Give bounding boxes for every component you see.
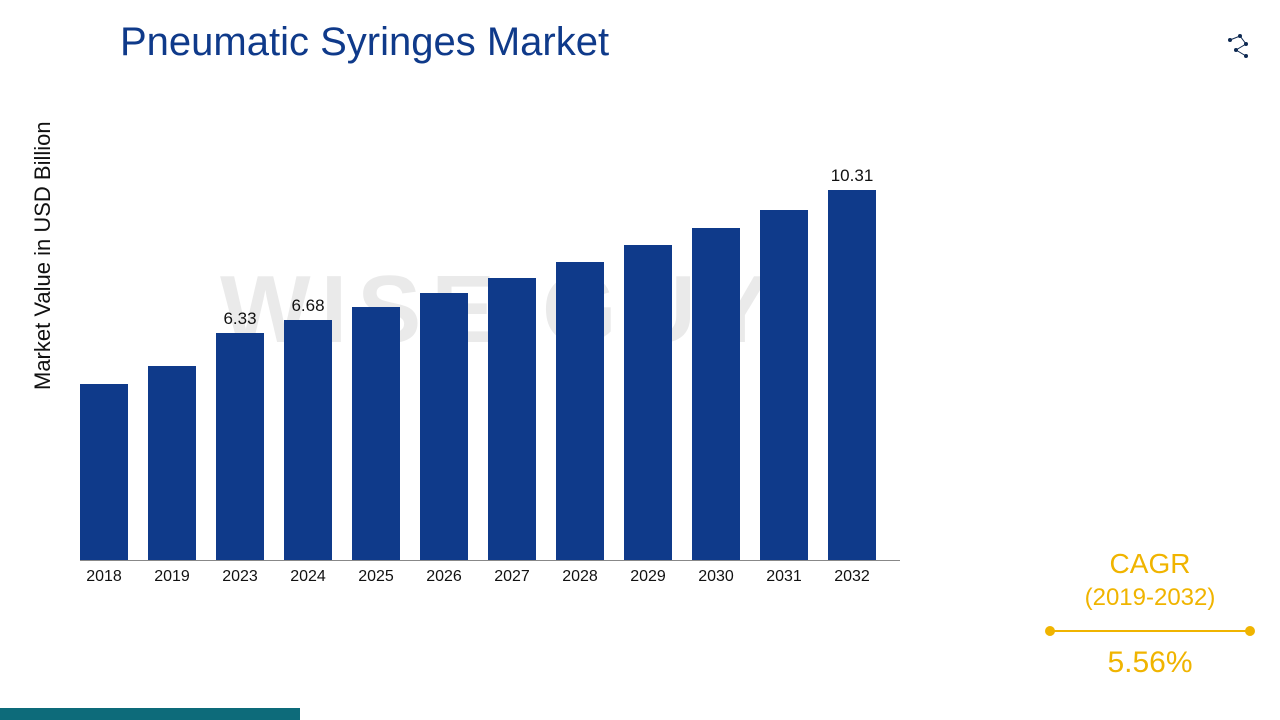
chart-title: Pneumatic Syringes Market: [120, 20, 609, 65]
xtick-2023: 2023: [216, 568, 264, 586]
bar-label-2023: 6.33: [223, 309, 256, 329]
bottom-accent-strip: [0, 708, 300, 720]
brand-head-icon: [1206, 20, 1262, 84]
xtick-2030: 2030: [692, 568, 740, 586]
bar-2025: [352, 307, 400, 560]
cagr-block: CAGR (2019-2032) 5.56%: [1020, 548, 1280, 680]
bar-label-2024: 6.68: [291, 296, 324, 316]
cagr-range: (2019-2032): [1020, 584, 1280, 612]
xtick-2024: 2024: [284, 568, 332, 586]
xtick-2018: 2018: [80, 568, 128, 586]
bar-2019: [148, 366, 196, 560]
bar-2023: 6.33: [216, 333, 264, 560]
xtick-2032: 2032: [828, 568, 876, 586]
stage: WISE GUY R E P O R T S CAGR (2019-2032) …: [0, 0, 1280, 720]
bar-2024: 6.68: [284, 320, 332, 560]
xtick-2028: 2028: [556, 568, 604, 586]
x-axis-line: [80, 560, 900, 561]
xtick-2027: 2027: [488, 568, 536, 586]
bar-2028: [556, 262, 604, 560]
xtick-2025: 2025: [352, 568, 400, 586]
xtick-2019: 2019: [148, 568, 196, 586]
cagr-value: 5.56%: [1020, 646, 1280, 680]
y-axis-label: Market Value in USD Billion: [30, 121, 56, 390]
chart-plot-area: 6.33 6.68 10.31: [80, 165, 900, 560]
brand-logo: WISE GUY R E P O R T S: [999, 22, 1258, 76]
bar-2027: [488, 278, 536, 560]
bar-2029: [624, 245, 672, 560]
xtick-2031: 2031: [760, 568, 808, 586]
bar-2026: [420, 293, 468, 560]
bar-2032: 10.31: [828, 190, 876, 560]
bar-2031: [760, 210, 808, 560]
cagr-label: CAGR: [1020, 548, 1280, 580]
xtick-2029: 2029: [624, 568, 672, 586]
bar-2018: [80, 384, 128, 560]
bar-2030: [692, 228, 740, 560]
cagr-divider: [1050, 630, 1250, 632]
bar-label-2032: 10.31: [831, 166, 874, 186]
xtick-2026: 2026: [420, 568, 468, 586]
